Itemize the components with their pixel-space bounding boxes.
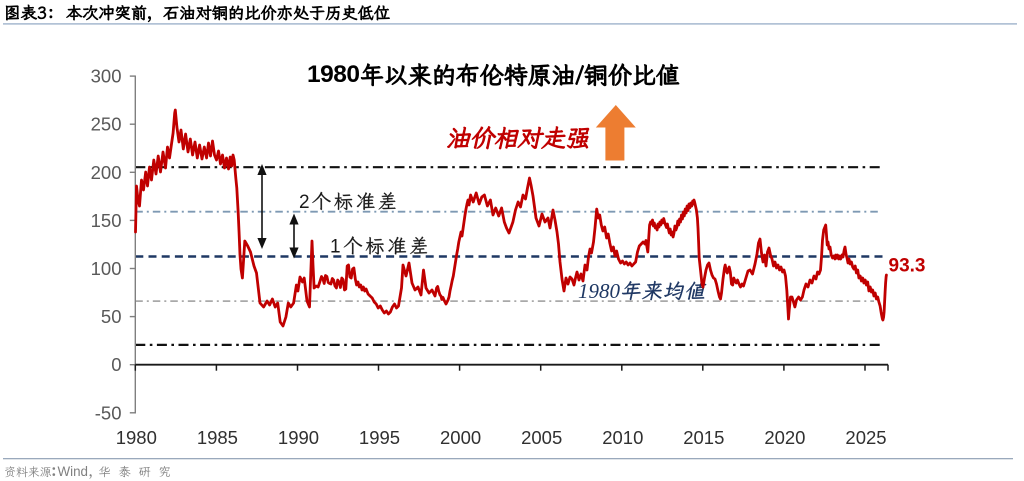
- svg-text:0: 0: [111, 354, 121, 375]
- svg-text:100: 100: [91, 258, 122, 279]
- svg-text:1980: 1980: [578, 279, 621, 303]
- svg-text:150: 150: [91, 210, 122, 231]
- svg-text:2000: 2000: [440, 427, 481, 448]
- svg-text:250: 250: [91, 114, 122, 135]
- svg-text:1980: 1980: [116, 427, 157, 448]
- svg-text:2025: 2025: [845, 427, 886, 448]
- svg-text:200: 200: [91, 162, 122, 183]
- svg-text:2020: 2020: [764, 427, 805, 448]
- svg-text:93.3: 93.3: [889, 256, 926, 277]
- svg-text:1: 1: [330, 237, 341, 258]
- svg-text:1990: 1990: [278, 427, 319, 448]
- svg-text:Wind: Wind: [58, 464, 89, 479]
- svg-text:2015: 2015: [683, 427, 724, 448]
- svg-text:-50: -50: [95, 402, 122, 423]
- svg-text:1995: 1995: [359, 427, 400, 448]
- svg-text:2: 2: [299, 192, 310, 213]
- svg-text:2010: 2010: [602, 427, 643, 448]
- svg-text:2005: 2005: [521, 427, 562, 448]
- svg-text:1985: 1985: [197, 427, 238, 448]
- svg-text:1980: 1980: [307, 61, 360, 88]
- svg-text:50: 50: [101, 306, 122, 327]
- svg-text:300: 300: [91, 66, 122, 87]
